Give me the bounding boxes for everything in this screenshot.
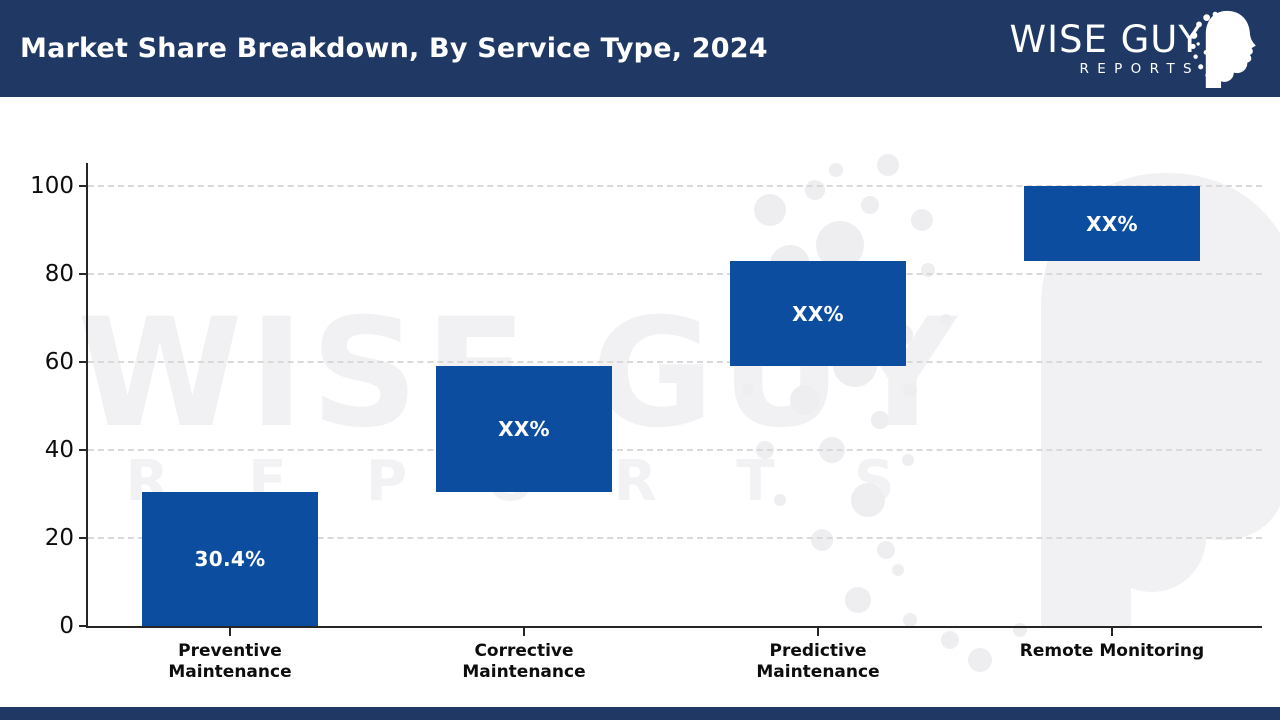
bar-corrective-maintenance: XX% xyxy=(436,365,612,493)
logo-subtext: REPORTS xyxy=(1079,60,1200,77)
page-title: Market Share Breakdown, By Service Type,… xyxy=(20,33,768,64)
x-axis-label-preventive-maintenance: Preventive Maintenance xyxy=(168,641,292,682)
x-axis-label-corrective-maintenance: Corrective Maintenance xyxy=(462,641,586,682)
wiseguy-logo: WISE GUY REPORTS xyxy=(1010,6,1266,92)
footer-bar xyxy=(0,707,1280,720)
x-axis-tick-remote-monitoring xyxy=(1111,628,1113,636)
x-axis-label-remote-monitoring: Remote Monitoring xyxy=(1019,641,1205,661)
bar-remote-monitoring: XX% xyxy=(1024,186,1200,262)
x-axis-tick-predictive-maintenance xyxy=(817,628,819,636)
y-axis-tick-40 xyxy=(79,449,88,451)
y-axis-label-40: 40 xyxy=(44,437,74,463)
bar-value-label-preventive-maintenance: 30.4% xyxy=(194,547,266,572)
gridline-80 xyxy=(88,273,1262,275)
bar-value-label-remote-monitoring: XX% xyxy=(1086,211,1138,236)
y-axis-tick-100 xyxy=(79,185,88,187)
logo-face-icon xyxy=(1190,10,1256,88)
y-axis-tick-20 xyxy=(79,537,88,539)
gridline-20 xyxy=(88,537,1262,539)
x-axis-tick-preventive-maintenance xyxy=(229,628,231,636)
logo-wordmark: WISE GUY xyxy=(1009,17,1202,61)
y-axis-label-80: 80 xyxy=(44,261,74,287)
bar-predictive-maintenance: XX% xyxy=(730,261,906,366)
y-axis-label-0: 0 xyxy=(59,613,74,639)
y-axis-label-60: 60 xyxy=(44,349,74,375)
y-axis-label-20: 20 xyxy=(44,525,74,551)
gridline-60 xyxy=(88,361,1262,363)
y-axis-spine xyxy=(86,163,88,628)
x-axis-spine xyxy=(86,626,1262,628)
y-axis-tick-60 xyxy=(79,361,88,363)
x-axis-label-predictive-maintenance: Predictive Maintenance xyxy=(756,641,880,682)
x-axis-tick-corrective-maintenance xyxy=(523,628,525,636)
bar-value-label-corrective-maintenance: XX% xyxy=(498,417,550,442)
y-axis-label-100: 100 xyxy=(30,173,74,199)
gridline-100 xyxy=(88,185,1262,187)
gridline-40 xyxy=(88,449,1262,451)
bar-preventive-maintenance: 30.4% xyxy=(142,492,318,626)
bar-value-label-predictive-maintenance: XX% xyxy=(792,301,844,326)
header-bar: Market Share Breakdown, By Service Type,… xyxy=(0,0,1280,97)
y-axis-tick-80 xyxy=(79,273,88,275)
y-axis-tick-0 xyxy=(79,625,88,627)
